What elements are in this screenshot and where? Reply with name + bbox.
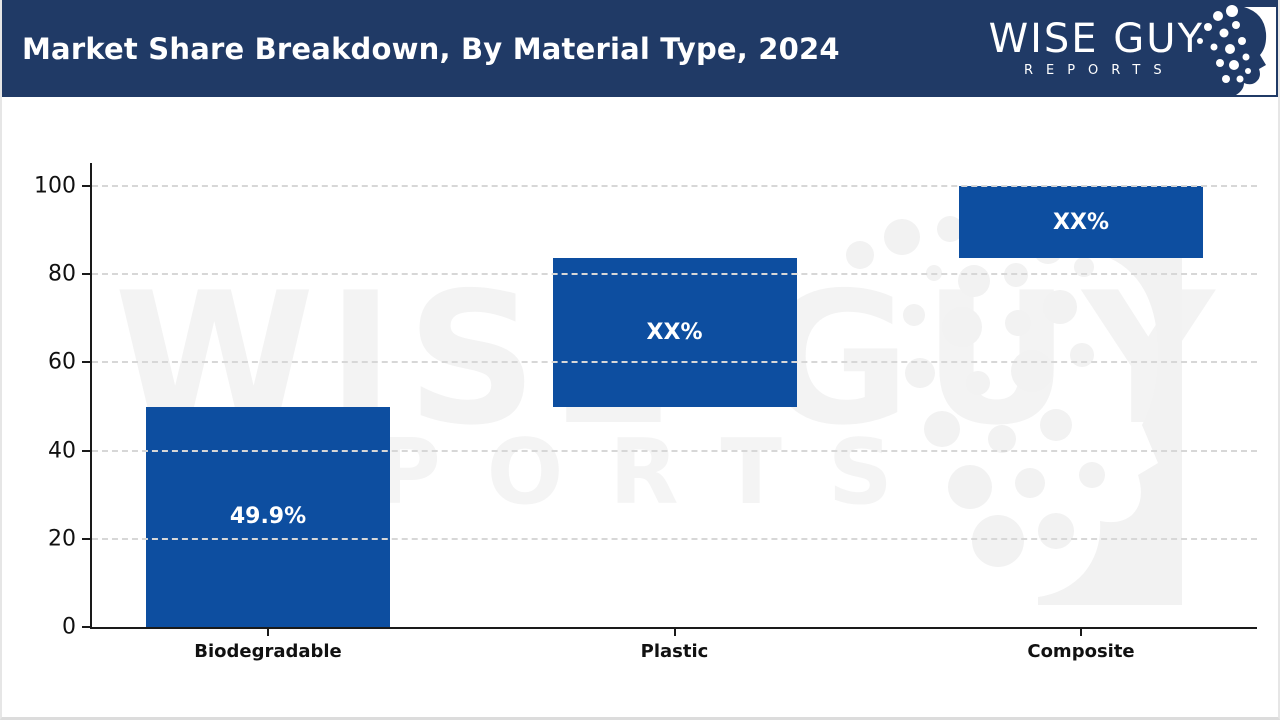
y-axis-tick-mark — [82, 361, 91, 364]
bar-value-label: XX% — [646, 320, 703, 346]
x-axis-category-label: Plastic — [640, 641, 709, 662]
y-axis-tick-label: 40 — [48, 438, 76, 464]
y-axis-tick-mark — [82, 537, 91, 540]
header-bar: Market Share Breakdown, By Material Type… — [2, 0, 1278, 97]
bar-value-label: XX% — [1053, 209, 1109, 235]
y-axis-tick-mark — [82, 185, 91, 187]
y-axis-tick-label: 20 — [48, 526, 76, 552]
plot-area: 0 20 40 60 80 100 49.9% Biodegradable XX% Plastic… — [34, 163, 1257, 662]
logo-wordmark: WISE GUY — [988, 16, 1204, 62]
x-axis-tick-mark — [267, 627, 269, 636]
logo-subtitle: REPORTS — [1023, 63, 1175, 78]
y-axis-tick-mark — [82, 273, 91, 276]
y-axis-tick-label: 0 — [62, 614, 76, 640]
x-axis-category-label: Biodegradable — [194, 641, 342, 662]
gridline — [92, 273, 1257, 276]
logo-head-icon — [1197, 4, 1276, 95]
bar-value-label: 49.9% — [229, 504, 307, 530]
gridline — [92, 361, 1257, 364]
logo-text: WISE GUY REPORTS — [989, 19, 1204, 78]
page-title: Market Share Breakdown, By Material Type… — [22, 31, 840, 66]
x-axis-tick-mark — [1080, 627, 1082, 636]
x-axis-category-label: Composite — [1027, 641, 1135, 662]
bar-plastic: XX% — [552, 258, 797, 407]
gridline — [92, 185, 1257, 187]
y-axis-tick-mark — [82, 626, 91, 628]
y-axis-tick-label: 100 — [34, 173, 76, 199]
y-axis-tick-mark — [82, 449, 91, 452]
x-axis-tick-mark — [673, 627, 676, 636]
gridline — [92, 537, 1257, 540]
y-axis-tick-label: 60 — [48, 349, 76, 375]
wise-guy-logo: WISE GUY REPORTS — [989, 3, 1276, 95]
gridline — [92, 449, 1257, 452]
y-axis-tick-label: 80 — [48, 261, 76, 287]
bar-biodegradable: 49.9% — [146, 406, 390, 627]
bar-composite: XX% — [959, 186, 1203, 259]
